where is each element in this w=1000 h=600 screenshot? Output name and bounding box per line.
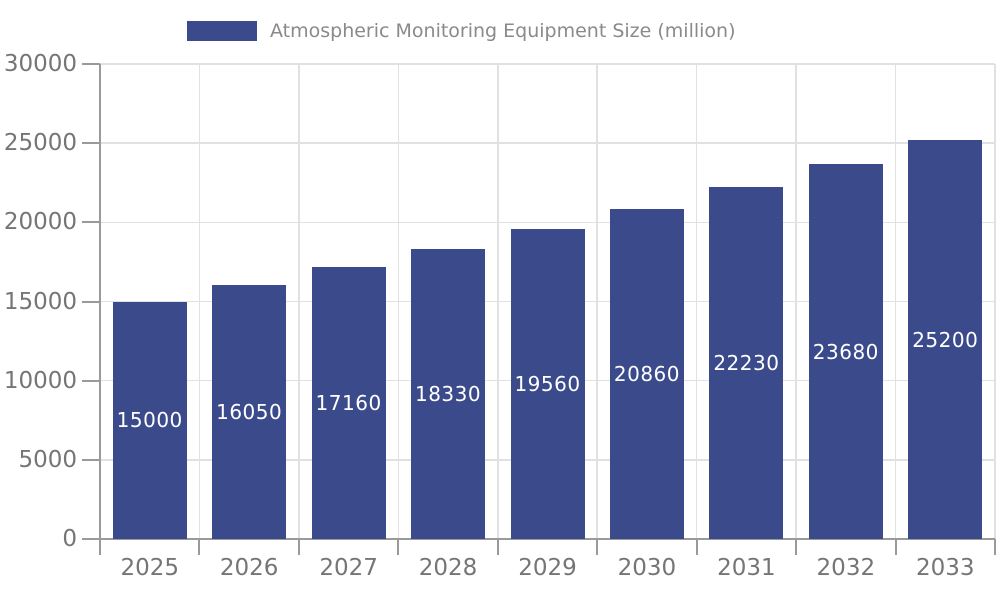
bar-value-label: 22230: [713, 351, 780, 376]
x-axis-tick-label: 2029: [518, 555, 577, 581]
bar-value-label: 19560: [514, 372, 581, 397]
legend-swatch-icon: [187, 21, 257, 41]
y-axis-tick: [82, 379, 100, 382]
x-axis-tick-label: 2031: [717, 555, 776, 581]
chart-legend: Atmospheric Monitoring Equipment Size (m…: [187, 20, 736, 42]
bar: 22230: [709, 187, 784, 539]
x-axis-tick: [397, 539, 400, 555]
y-axis-tick-label: 5000: [18, 446, 77, 473]
bar: 20860: [609, 208, 684, 539]
bar-value-label: 20860: [613, 361, 680, 386]
gridline-horizontal: [100, 221, 995, 224]
x-axis-tick: [695, 539, 698, 555]
y-axis-tick-label: 10000: [3, 367, 77, 394]
gridline-vertical: [795, 64, 797, 539]
x-axis-tick: [994, 539, 996, 555]
x-axis-tick: [198, 539, 201, 555]
gridline-vertical: [894, 64, 897, 539]
bar-value-label: 25200: [912, 327, 979, 352]
y-axis-tick: [82, 221, 100, 224]
bar: 16050: [212, 284, 287, 539]
bar: 17160: [311, 267, 386, 539]
y-axis-tick: [82, 300, 100, 303]
bar-value-label: 17160: [315, 391, 382, 416]
gridline-vertical: [497, 64, 499, 539]
bar: 23680: [808, 164, 883, 539]
bar: 18330: [411, 248, 486, 539]
x-axis-tick-label: 2026: [219, 555, 279, 581]
y-axis-line: [99, 64, 101, 539]
x-axis-tick: [496, 539, 499, 555]
bar: 25200: [908, 140, 983, 539]
bar-value-label: 16050: [216, 399, 283, 424]
gridline-vertical: [298, 64, 300, 539]
gridline-vertical: [695, 64, 698, 539]
gridline-vertical: [198, 64, 201, 539]
y-axis-tick-label: 30000: [3, 51, 77, 77]
gridline-horizontal: [100, 142, 995, 144]
x-axis-tick: [795, 539, 798, 555]
y-axis-tick: [82, 142, 100, 145]
y-axis-tick-label: 0: [62, 526, 77, 552]
x-axis-tick-label: 2027: [319, 555, 378, 581]
gridline-horizontal: [100, 63, 995, 65]
x-axis-tick-label: 2033: [915, 555, 975, 581]
bar: 19560: [510, 229, 585, 539]
bar: 15000: [112, 301, 187, 539]
x-axis-tick: [297, 539, 300, 555]
x-axis-line: [99, 538, 995, 540]
bar-value-label: 23680: [812, 339, 879, 364]
x-axis-tick: [894, 539, 897, 555]
gridline-vertical: [397, 64, 400, 539]
y-axis-tick: [82, 63, 100, 65]
y-axis-tick-label: 15000: [3, 288, 77, 315]
plot-area: 0 5000 10000 15000 20000 25000 30000 15000 2025 1…: [4, 51, 996, 581]
y-axis-tick: [82, 538, 100, 540]
gridline-vertical: [596, 64, 598, 539]
x-axis-tick-label: 2030: [617, 555, 677, 581]
y-axis-tick: [82, 458, 100, 461]
legend-label: Atmospheric Monitoring Equipment Size (m…: [270, 20, 736, 42]
x-axis-tick: [99, 539, 101, 555]
gridline-vertical: [994, 64, 996, 539]
y-axis-tick-label: 25000: [3, 130, 77, 157]
y-axis-tick-label: 20000: [3, 209, 77, 236]
x-axis-tick-label: 2032: [816, 555, 876, 581]
bar-value-label: 18330: [414, 381, 482, 406]
x-axis-tick-label: 2025: [120, 555, 179, 581]
x-axis-tick-label: 2028: [418, 555, 478, 581]
x-axis-tick: [596, 539, 599, 555]
bar-value-label: 15000: [116, 408, 183, 433]
